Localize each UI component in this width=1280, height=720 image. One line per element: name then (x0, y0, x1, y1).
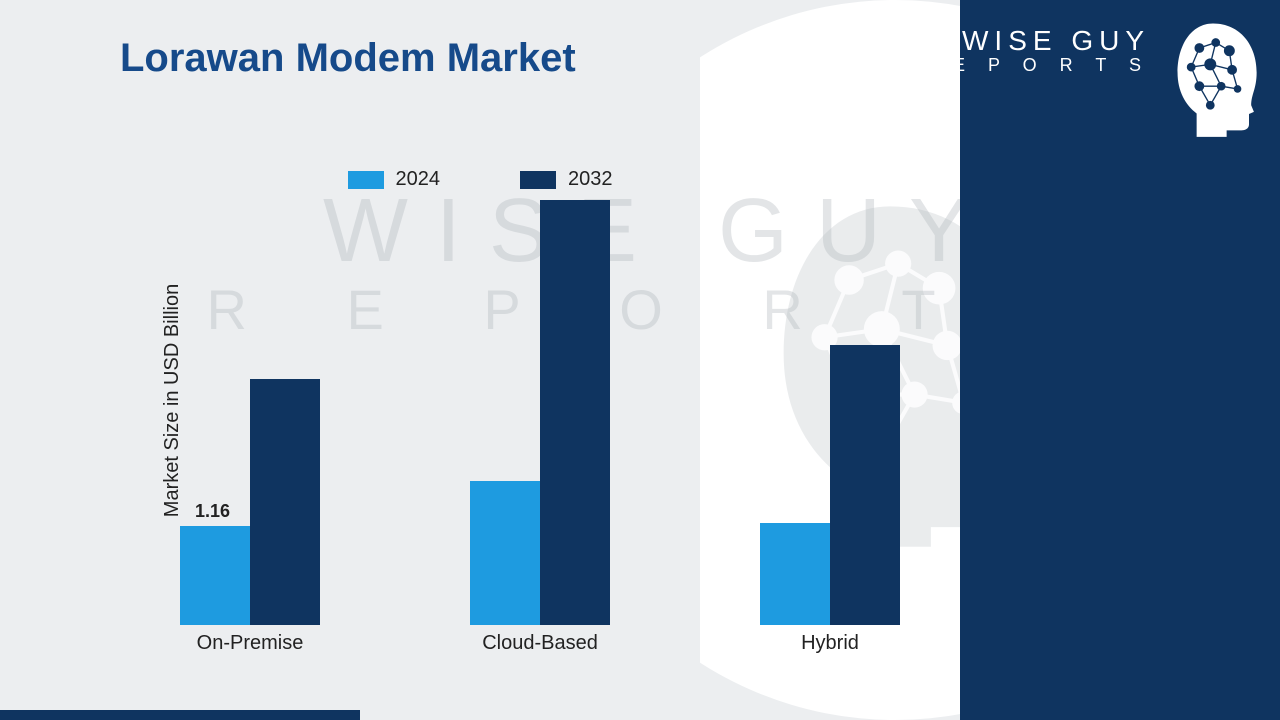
chart-title: Lorawan Modem Market (120, 36, 576, 81)
bar (470, 481, 540, 626)
bar (830, 345, 900, 626)
x-axis-label: On-Premise (160, 632, 340, 655)
bar-group (160, 379, 340, 626)
legend-swatch-2032 (520, 171, 556, 189)
chart-area: On-Premise Cloud-Based Hybrid 1.16 (100, 200, 960, 655)
bar (540, 200, 610, 625)
brand-block: WISE GUY R E P O R T S (917, 25, 1150, 76)
brand-line1: WISE GUY (917, 25, 1150, 57)
x-axis-label: Cloud-Based (450, 632, 630, 655)
footer-accent-bar (0, 710, 360, 720)
legend-item-2024: 2024 (348, 168, 441, 191)
x-axis-label: Hybrid (740, 632, 920, 655)
value-label: 1.16 (195, 501, 230, 522)
bar (180, 526, 250, 625)
legend-swatch-2024 (348, 171, 384, 189)
bar-group (450, 200, 630, 625)
legend-label-2024: 2024 (396, 168, 441, 191)
brand-head-icon (1158, 18, 1268, 138)
bar-group (740, 345, 920, 626)
bar (760, 523, 830, 625)
canvas: WISE GUY R E P O R T S Lorawan Modem Mar… (0, 0, 1280, 720)
legend-label-2032: 2032 (568, 168, 613, 191)
legend: 2024 2032 (0, 168, 960, 191)
brand-line2: R E P O R T S (917, 55, 1150, 76)
bar (250, 379, 320, 626)
legend-item-2032: 2032 (520, 168, 613, 191)
